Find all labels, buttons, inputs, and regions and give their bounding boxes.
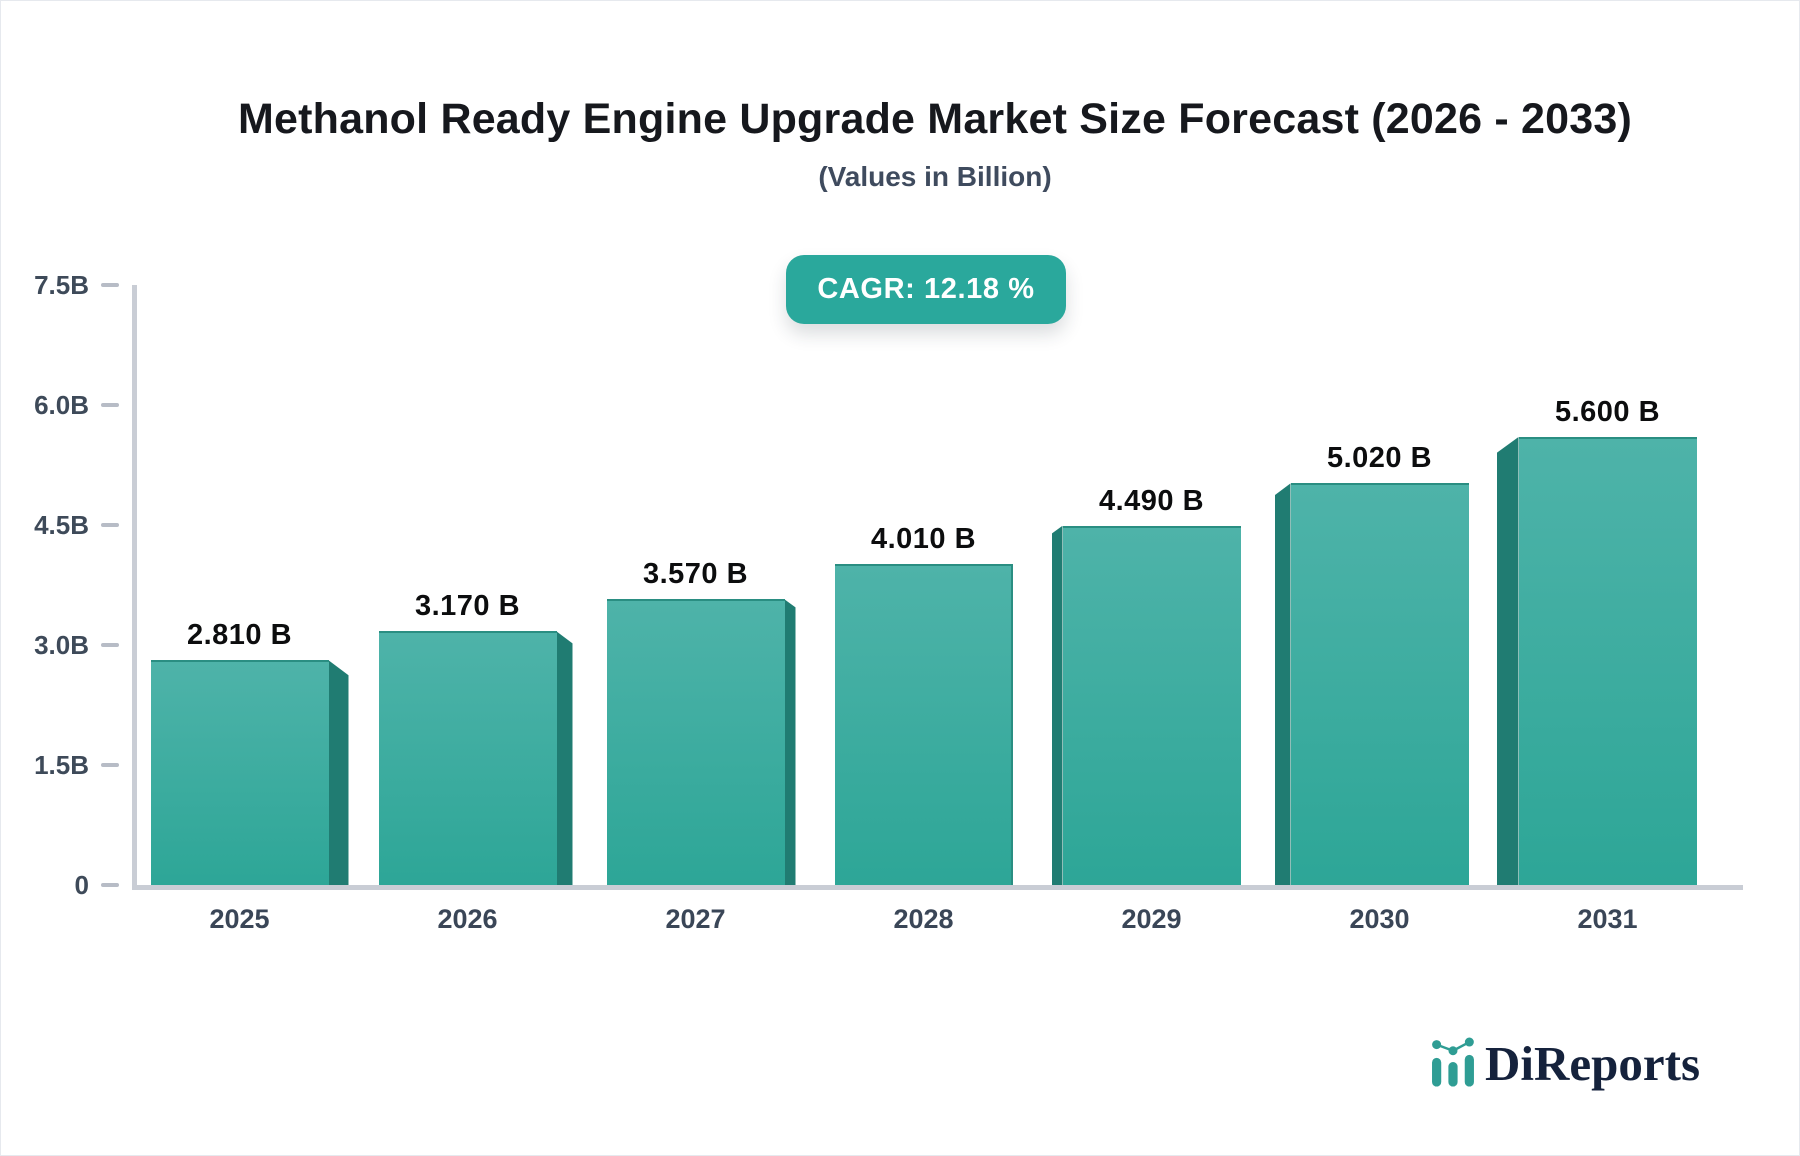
y-axis-tick-mark — [101, 643, 119, 647]
y-axis-tick-label: 0 — [74, 870, 89, 900]
y-axis-tick-mark — [101, 403, 119, 407]
bar-2027[interactable] — [606, 599, 785, 885]
y-axis-tick-label: 3.0B — [34, 630, 89, 660]
bar-2031[interactable] — [1518, 437, 1697, 885]
bar-2030[interactable] — [1290, 483, 1469, 885]
bar-2026-3d-side — [556, 631, 573, 885]
cagr-badge: CAGR: 12.18 % — [786, 255, 1066, 324]
x-axis-tick-label: 2027 — [665, 904, 726, 934]
bar-value-label: 3.170 B — [414, 590, 521, 623]
bar-value-label: 2.810 B — [186, 619, 293, 652]
chart-subtitle: (Values in Billion) — [818, 161, 1052, 192]
y-axis-tick-mark — [101, 763, 119, 767]
y-axis-tick-label: 4.5B — [34, 510, 89, 540]
bar-value-label: 5.020 B — [1326, 442, 1433, 475]
bar-2025-3d-side — [328, 660, 349, 885]
x-axis-tick-label: 2028 — [893, 904, 954, 934]
y-axis-tick-label: 7.5B — [34, 270, 89, 300]
mini-bar-chart-icon — [1432, 1037, 1474, 1087]
x-axis-line — [132, 885, 1743, 890]
bar-value-label: 5.600 B — [1554, 396, 1661, 428]
bar-2029-3d-side — [1051, 525, 1063, 885]
bar-2027-3d-side — [784, 599, 796, 885]
bar-2026[interactable] — [378, 631, 557, 885]
x-axis-tick-label: 2026 — [437, 904, 498, 934]
bar-2028[interactable] — [834, 564, 1013, 885]
bar-2025[interactable] — [150, 660, 329, 885]
y-axis-tick-mark — [101, 883, 119, 887]
y-axis-line — [132, 285, 137, 890]
bar-value-label: 4.490 B — [1098, 484, 1205, 517]
bar-value-label: 4.010 B — [870, 523, 977, 556]
direports-logo: DiReports — [1431, 1035, 1701, 1091]
bar-2029[interactable] — [1062, 525, 1241, 885]
x-axis-tick-label: 2029 — [1121, 904, 1182, 934]
bar-2031-3d-side — [1496, 437, 1519, 885]
y-axis-tick-label: 6.0B — [34, 390, 89, 420]
chart-title: Methanol Ready Engine Upgrade Market Siz… — [237, 95, 1633, 143]
x-axis-tick-label: 2025 — [209, 904, 270, 934]
x-axis-tick-label: 2031 — [1577, 904, 1638, 934]
bar-2030-3d-side — [1274, 483, 1291, 885]
direports-logo-text: DiReports — [1485, 1035, 1701, 1091]
y-axis-tick-mark — [101, 523, 119, 527]
y-axis-tick-label: 1.5B — [34, 750, 89, 780]
y-axis-tick-mark — [101, 283, 119, 287]
bar-value-label: 3.570 B — [642, 558, 749, 591]
x-axis-tick-label: 2030 — [1349, 904, 1410, 934]
